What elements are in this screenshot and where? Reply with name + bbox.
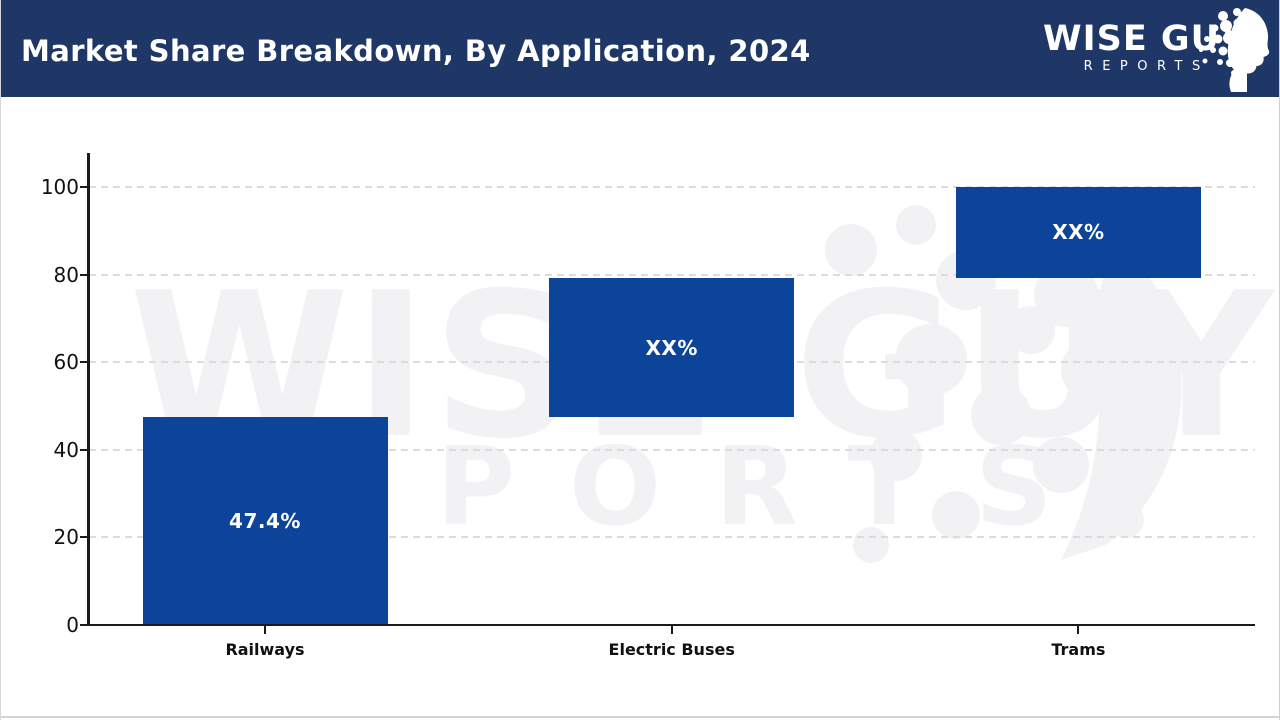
bar-railways: 47.4%	[142, 417, 388, 625]
y-tick-label-20: 20	[53, 525, 79, 550]
y-tick-mark-100	[80, 186, 88, 188]
bottom-divider	[1, 716, 1279, 718]
logo-reports-text: REPORTS	[1083, 59, 1210, 74]
y-tick-mark-40	[80, 448, 88, 451]
gridline-40	[89, 448, 1255, 451]
category-label-0: Railways	[225, 640, 305, 659]
gridline-100	[89, 186, 1255, 188]
bar-value-label: 47.4%	[229, 509, 301, 534]
category-label-2: Trams	[1051, 640, 1106, 659]
x-axis-spine	[87, 623, 1255, 626]
y-axis-spine	[87, 153, 90, 626]
x-tick-mark-2	[1077, 626, 1080, 634]
header: Market Share Breakdown, By Application, …	[1, 0, 1279, 97]
gridline-20	[89, 536, 1255, 539]
bar-value-label: XX%	[645, 335, 698, 360]
gridline-80	[89, 273, 1255, 276]
y-tick-label-0: 0	[66, 613, 79, 637]
y-tick-mark-20	[80, 536, 88, 539]
y-tick-label-60: 60	[53, 350, 79, 375]
y-tick-label-40: 40	[53, 437, 79, 462]
y-tick-mark-80	[80, 273, 88, 276]
category-label-1: Electric Buses	[608, 640, 735, 659]
y-tick-label-80: 80	[53, 262, 79, 287]
bar-value-label: XX%	[1052, 220, 1105, 245]
bar-trams: XX%	[955, 187, 1201, 278]
wise-guy-reports-logo: WISE GUY REPORTS	[1021, 4, 1271, 94]
y-tick-mark-60	[80, 361, 88, 364]
bar-electric-buses: XX%	[549, 277, 795, 418]
x-tick-mark-1	[670, 626, 673, 634]
page-title: Market Share Breakdown, By Application, …	[21, 34, 811, 68]
dotted-face-icon	[1199, 8, 1270, 92]
y-tick-label-100: 100	[40, 175, 79, 199]
y-tick-mark-0	[80, 624, 88, 626]
x-tick-mark-0	[264, 626, 266, 634]
